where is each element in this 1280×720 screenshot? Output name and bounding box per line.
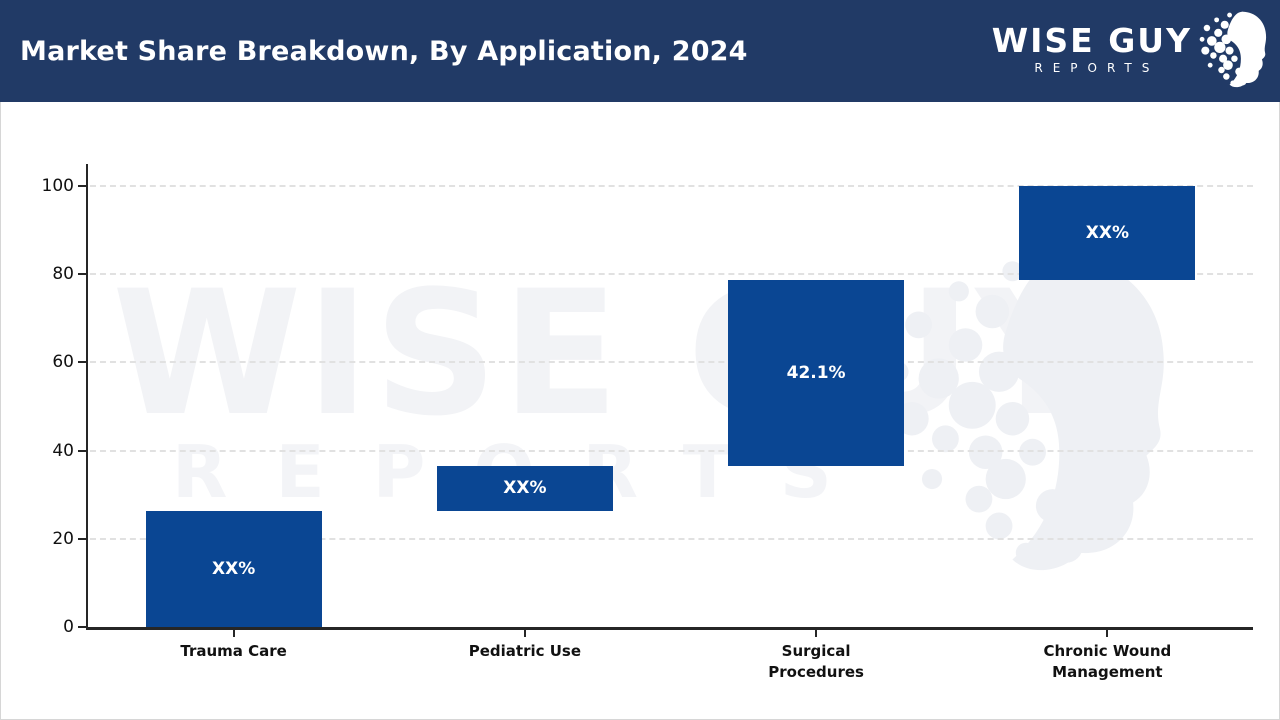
y-tick-mark: [78, 361, 86, 364]
y-tick-label: 100: [41, 176, 74, 196]
x-category-label: Pediatric Use: [468, 642, 582, 660]
y-tick-mark: [78, 537, 86, 540]
logo-text: WISE GUY REPORTS: [991, 21, 1192, 75]
y-tick-mark: [78, 273, 86, 276]
gridline: [90, 185, 1253, 187]
gridline: [90, 361, 1253, 364]
header-bar: Market Share Breakdown, By Application, …: [0, 0, 1280, 102]
plot-area: XX% XX% 42.1% XX%: [88, 185, 1253, 627]
bar-value-label: XX%: [1085, 222, 1129, 243]
x-tick-mark: [232, 630, 235, 637]
bar-value-label: 42.1%: [786, 362, 846, 383]
y-tick-mark: [78, 185, 86, 187]
x-category-label: Surgical Procedures: [768, 642, 864, 681]
bar-value-label: XX%: [503, 478, 547, 499]
y-tick-label: 40: [52, 440, 74, 461]
gridline: [90, 273, 1253, 276]
y-tick-label: 60: [52, 352, 74, 373]
y-axis-tick-labels: 0 20 40 60 80 100: [0, 176, 74, 637]
watermark-text: WISE GUY: [112, 253, 1105, 454]
y-tick-label: 20: [52, 528, 74, 549]
x-axis-category-labels: Trauma Care Pediatric Use Surgical Procedu…: [88, 641, 1253, 701]
x-category-label: Chronic Wound Management: [1043, 642, 1172, 681]
y-tick-mark: [78, 626, 86, 628]
x-tick-mark: [1106, 630, 1109, 637]
gridline: [90, 537, 1253, 540]
bar: XX%: [436, 465, 613, 512]
bar-value-label: XX%: [211, 559, 256, 580]
y-tick-mark: [78, 449, 86, 452]
wiseguy-head-icon: [1194, 6, 1270, 92]
chart-title: Market Share Breakdown, By Application, …: [20, 35, 748, 67]
x-tick-mark: [523, 630, 526, 637]
bar: 42.1%: [728, 279, 905, 466]
x-category-label: Trauma Care: [180, 642, 287, 660]
x-axis-spine: [86, 627, 1253, 630]
gridline: [90, 449, 1253, 452]
logo-wiseguy-text: WISE GUY: [991, 21, 1192, 61]
wiseguy-logo: WISE GUY REPORTS: [992, 6, 1270, 92]
logo-reports-text: REPORTS: [1034, 60, 1160, 75]
y-tick-label: 80: [52, 264, 74, 285]
bar: XX%: [145, 511, 322, 627]
y-axis-tick-marks: [78, 185, 86, 628]
x-axis-tick-marks: [88, 630, 1253, 638]
x-tick-mark: [815, 630, 818, 637]
bar: XX%: [1019, 186, 1196, 280]
y-axis-spine: [86, 164, 88, 629]
y-tick-label: 0: [63, 617, 74, 637]
